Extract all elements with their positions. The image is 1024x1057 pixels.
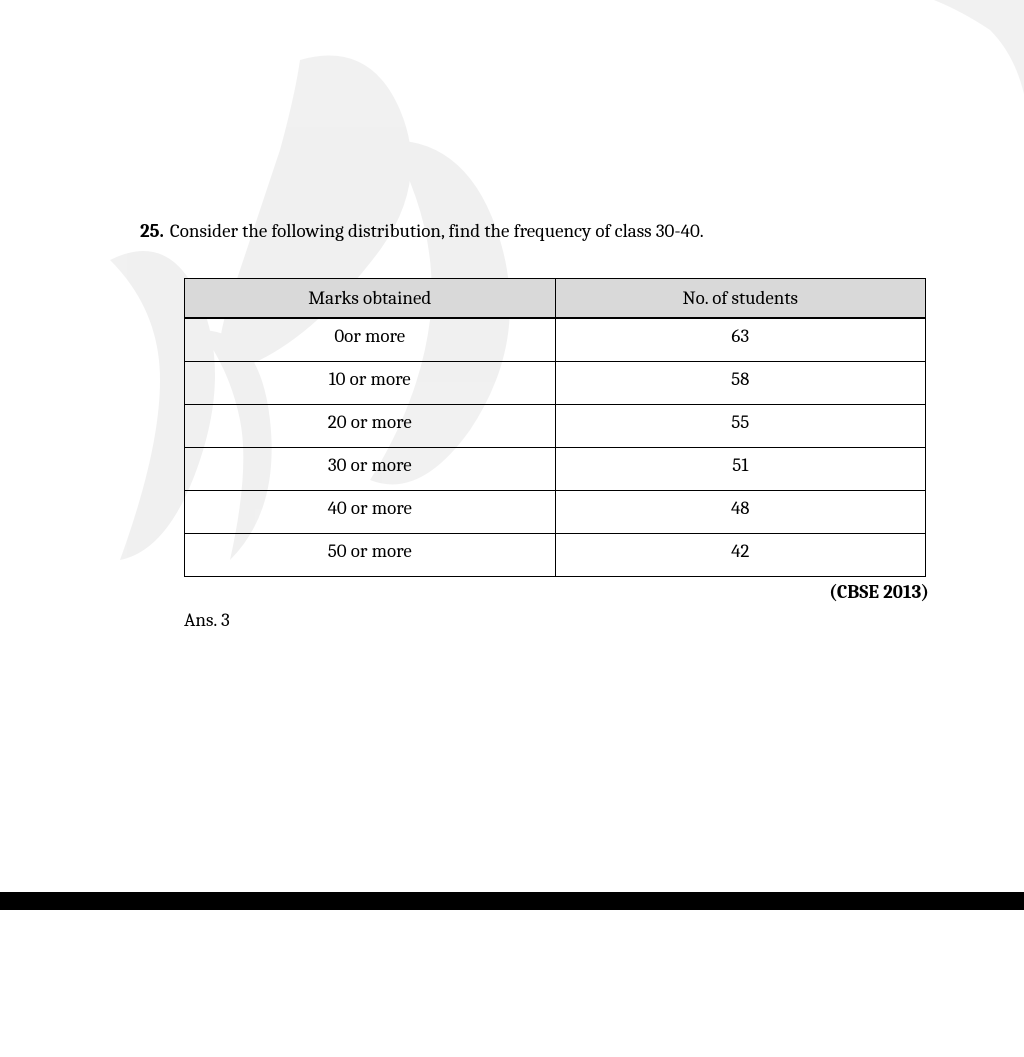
table-cell-marks: 50 or more [185,534,556,577]
table-row: 0or more 63 [185,318,926,362]
table-row: 10 or more 58 [185,362,926,405]
question-line: 25. Consider the following distribution,… [140,220,929,242]
table-cell-marks: 0or more [185,318,556,362]
table-cell-students: 51 [555,448,926,491]
table-cell-students: 48 [555,491,926,534]
bottom-bar [0,892,1024,910]
table-cell-students: 55 [555,405,926,448]
table-header-marks: Marks obtained [185,279,556,319]
table-cell-students: 42 [555,534,926,577]
table-row: 50 or more 42 [185,534,926,577]
table-cell-marks: 40 or more [185,491,556,534]
answer-text: Ans. 3 [184,609,929,631]
table-cell-students: 58 [555,362,926,405]
table-header-students: No. of students [555,279,926,319]
table-cell-students: 63 [555,318,926,362]
table-cell-marks: 30 or more [185,448,556,491]
question-text: Consider the following distribution, fin… [170,220,704,242]
table-row: 30 or more 51 [185,448,926,491]
table-row: 40 or more 48 [185,491,926,534]
table-wrapper: Marks obtained No. of students 0or more … [184,278,929,603]
citation-text: (CBSE 2013) [184,581,929,603]
table-row: 20 or more 55 [185,405,926,448]
distribution-table: Marks obtained No. of students 0or more … [184,278,926,577]
table-cell-marks: 10 or more [185,362,556,405]
table-cell-marks: 20 or more [185,405,556,448]
page-content: 25. Consider the following distribution,… [0,0,1024,631]
question-number: 25. [140,220,164,242]
table-header-row: Marks obtained No. of students [185,279,926,319]
